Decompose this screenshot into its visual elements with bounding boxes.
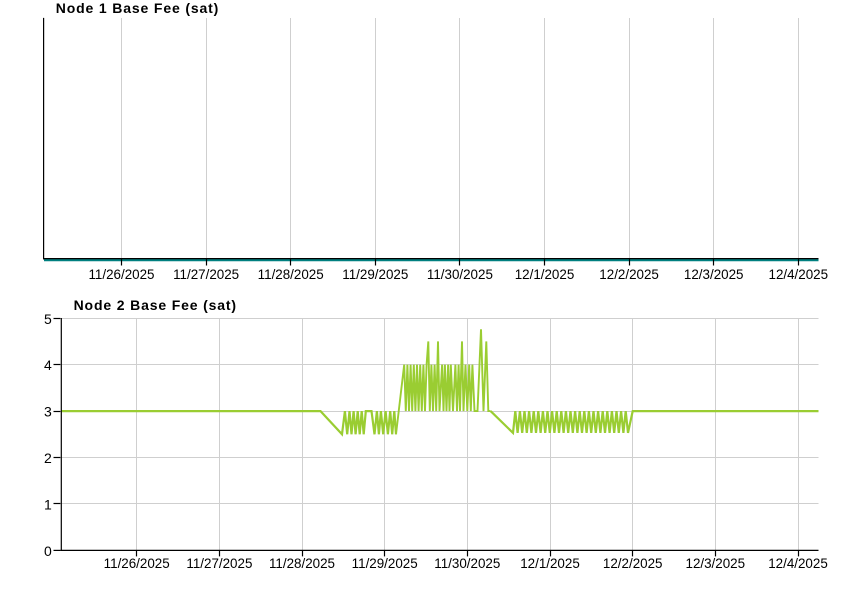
svg-text:5: 5 xyxy=(44,311,52,327)
svg-text:12/1/2025: 12/1/2025 xyxy=(520,556,580,571)
svg-text:11/30/2025: 11/30/2025 xyxy=(434,556,500,571)
svg-text:1: 1 xyxy=(44,497,52,513)
svg-text:12/2/2025: 12/2/2025 xyxy=(599,267,659,282)
svg-text:11/26/2025: 11/26/2025 xyxy=(104,556,170,571)
svg-text:11/29/2025: 11/29/2025 xyxy=(352,556,418,571)
svg-text:12/3/2025: 12/3/2025 xyxy=(684,267,744,282)
svg-text:12/3/2025: 12/3/2025 xyxy=(686,556,746,571)
svg-text:12/4/2025: 12/4/2025 xyxy=(768,556,828,571)
svg-text:Node 2 Base Fee (sat): Node 2 Base Fee (sat) xyxy=(74,297,237,313)
svg-text:0: 0 xyxy=(44,543,52,559)
svg-text:12/4/2025: 12/4/2025 xyxy=(769,267,829,282)
svg-text:3: 3 xyxy=(44,404,52,420)
svg-text:11/26/2025: 11/26/2025 xyxy=(88,267,154,282)
svg-text:11/28/2025: 11/28/2025 xyxy=(258,267,324,282)
svg-text:11/30/2025: 11/30/2025 xyxy=(427,267,493,282)
svg-text:12/2/2025: 12/2/2025 xyxy=(603,556,663,571)
svg-text:4: 4 xyxy=(44,357,52,373)
svg-text:12/1/2025: 12/1/2025 xyxy=(515,267,575,282)
svg-text:2: 2 xyxy=(44,450,52,466)
svg-text:11/29/2025: 11/29/2025 xyxy=(342,267,408,282)
svg-text:11/27/2025: 11/27/2025 xyxy=(186,556,252,571)
svg-text:11/28/2025: 11/28/2025 xyxy=(269,556,335,571)
svg-text:11/27/2025: 11/27/2025 xyxy=(173,267,239,282)
svg-text:Node 1 Base Fee (sat): Node 1 Base Fee (sat) xyxy=(56,0,219,16)
